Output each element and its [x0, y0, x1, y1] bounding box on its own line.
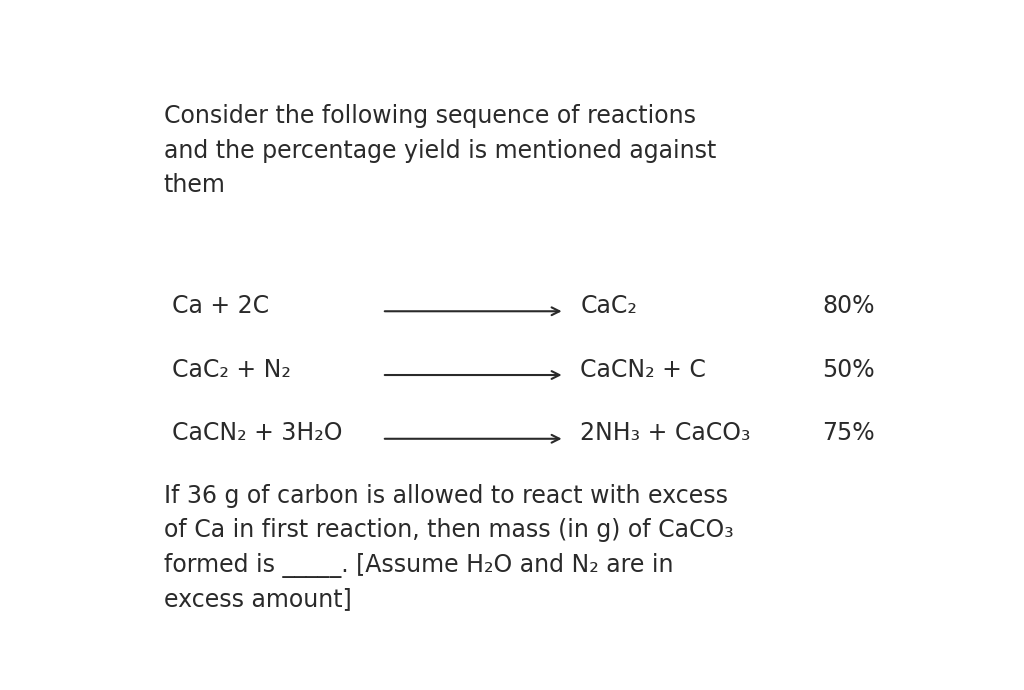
- Text: them: them: [164, 173, 225, 197]
- Text: 80%: 80%: [822, 294, 874, 318]
- Text: of Ca in first reaction, then mass (in g) of CaCO₃: of Ca in first reaction, then mass (in g…: [164, 518, 733, 542]
- Text: 50%: 50%: [822, 357, 876, 382]
- Text: CaCN₂ + 3H₂O: CaCN₂ + 3H₂O: [172, 422, 342, 446]
- Text: CaC₂: CaC₂: [581, 294, 637, 318]
- Text: 2NH₃ + CaCO₃: 2NH₃ + CaCO₃: [581, 422, 751, 446]
- Text: 75%: 75%: [822, 422, 876, 446]
- Text: If 36 g of carbon is allowed to react with excess: If 36 g of carbon is allowed to react wi…: [164, 484, 728, 508]
- Text: CaC₂ + N₂: CaC₂ + N₂: [172, 357, 291, 382]
- Text: Consider the following sequence of reactions: Consider the following sequence of react…: [164, 104, 695, 128]
- Text: and the percentage yield is mentioned against: and the percentage yield is mentioned ag…: [164, 139, 716, 163]
- Text: excess amount]: excess amount]: [164, 588, 351, 611]
- Text: formed is _____. [Assume H₂O and N₂ are in: formed is _____. [Assume H₂O and N₂ are …: [164, 553, 673, 578]
- Text: CaCN₂ + C: CaCN₂ + C: [581, 357, 707, 382]
- Text: Ca + 2C: Ca + 2C: [172, 294, 268, 318]
